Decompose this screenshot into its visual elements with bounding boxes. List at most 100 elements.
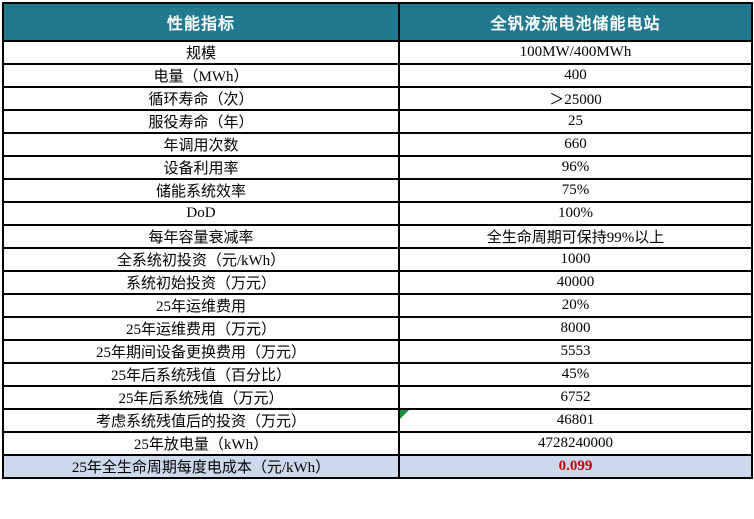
row-label: 规模 (185, 46, 216, 62)
row-value-cell[interactable]: 6752 (398, 385, 753, 410)
row-label: 全系统初投资（元/kWh） (116, 253, 286, 269)
row-label-cell[interactable]: 循环寿命（次） (2, 86, 400, 111)
table-body: 规模 100MW/400MWh 电量（MWh） 400 循环寿命（次） ＞250… (2, 40, 753, 479)
performance-table: 性能指标 全钒液流电池储能电站 规模 100MW/400MWh 电量（MWh） … (2, 2, 753, 479)
row-value-cell[interactable]: 96% (398, 155, 753, 180)
row-value: 40000 (556, 274, 595, 290)
row-label: 每年容量衰减率 (148, 230, 254, 246)
row-label: 25年期间设备更换费用（万元） (95, 345, 306, 361)
green-corner-marker-icon (401, 411, 409, 419)
row-label-cell[interactable]: 25年期间设备更换费用（万元） (2, 339, 400, 364)
row-label-cell[interactable]: 设备利用率 (2, 155, 400, 180)
row-value: ＞25000 (549, 92, 602, 108)
table-row: 25年后系统残值（百分比） 45% (2, 362, 753, 387)
row-label: 服役寿命（年） (148, 115, 254, 131)
row-label-cell[interactable]: 年调用次数 (2, 132, 400, 157)
row-label: 25年放电量（kWh） (133, 437, 269, 453)
row-label-cell[interactable]: 25年运维费用 (2, 293, 400, 318)
row-label: 25年全生命周期每度电成本（元/kWh） (71, 460, 331, 476)
row-value: 25 (568, 113, 583, 129)
row-label: 年调用次数 (163, 138, 239, 154)
row-value: 100% (558, 205, 593, 221)
table-row: 考虑系统残值后的投资（万元） 46801 (2, 408, 753, 433)
table-row: 25年运维费用 20% (2, 293, 753, 318)
row-value: 96% (561, 159, 590, 175)
table-row: 全系统初投资（元/kWh） 1000 (2, 247, 753, 272)
row-label: 系统初始投资（万元） (125, 276, 276, 292)
row-value: 46801 (556, 412, 595, 428)
row-value: 5553 (560, 343, 591, 359)
row-value: 660 (564, 136, 587, 152)
row-value-cell[interactable]: 40000 (398, 270, 753, 295)
row-label-cell[interactable]: 服役寿命（年） (2, 109, 400, 134)
row-value-cell[interactable]: 100% (398, 201, 753, 226)
row-value-cell[interactable]: 46801 (398, 408, 753, 433)
row-label-cell[interactable]: 25年全生命周期每度电成本（元/kWh） (2, 454, 400, 479)
table-row: 25年全生命周期每度电成本（元/kWh） 0.099 (2, 454, 753, 479)
table-row: 规模 100MW/400MWh (2, 40, 753, 65)
row-value: 400 (564, 67, 587, 83)
row-label: 考虑系统残值后的投资（万元） (95, 414, 306, 430)
table-row: 储能系统效率 75% (2, 178, 753, 203)
header-label-indicator: 性能指标 (166, 16, 235, 33)
header-row: 性能指标 全钒液流电池储能电站 (2, 2, 753, 42)
row-value: 4728240000 (538, 435, 613, 451)
row-label: 电量（MWh） (153, 69, 249, 85)
row-value-cell[interactable]: ＞25000 (398, 86, 753, 111)
row-label-cell[interactable]: 储能系统效率 (2, 178, 400, 203)
row-label-cell[interactable]: 规模 (2, 40, 400, 65)
table-row: 年调用次数 660 (2, 132, 753, 157)
row-value-cell[interactable]: 1000 (398, 247, 753, 272)
row-label-cell[interactable]: DoD (2, 201, 400, 226)
row-label-cell[interactable]: 考虑系统残值后的投资（万元） (2, 408, 400, 433)
header-cell-station[interactable]: 全钒液流电池储能电站 (398, 2, 753, 42)
row-value: 8000 (560, 320, 591, 336)
row-value-cell[interactable]: 25 (398, 109, 753, 134)
row-value-cell[interactable]: 45% (398, 362, 753, 387)
table-row: 服役寿命（年） 25 (2, 109, 753, 134)
row-label: 25年后系统残值（百分比） (110, 368, 291, 384)
table-row: 25年期间设备更换费用（万元） 5553 (2, 339, 753, 364)
row-label-cell[interactable]: 每年容量衰减率 (2, 224, 400, 249)
row-label-cell[interactable]: 系统初始投资（万元） (2, 270, 400, 295)
row-value: 45% (561, 366, 590, 382)
row-label-cell[interactable]: 25年后系统残值（万元） (2, 385, 400, 410)
row-label: 储能系统效率 (155, 184, 246, 200)
row-value-cell[interactable]: 4728240000 (398, 431, 753, 456)
row-value-cell[interactable]: 0.099 (398, 454, 753, 479)
row-label: DoD (186, 205, 216, 221)
table-row: DoD 100% (2, 201, 753, 226)
table-row: 系统初始投资（万元） 40000 (2, 270, 753, 295)
row-label-cell[interactable]: 25年后系统残值（百分比） (2, 362, 400, 387)
row-value-cell[interactable]: 75% (398, 178, 753, 203)
row-label-cell[interactable]: 电量（MWh） (2, 63, 400, 88)
row-value-cell[interactable]: 全生命周期可保持99%以上 (398, 224, 753, 249)
table-row: 25年后系统残值（万元） 6752 (2, 385, 753, 410)
table-row: 25年运维费用（万元） 8000 (2, 316, 753, 341)
row-value: 20% (561, 297, 590, 313)
row-label: 循环寿命（次） (148, 92, 254, 108)
header-cell-indicator[interactable]: 性能指标 (2, 2, 400, 42)
row-value: 75% (561, 182, 590, 198)
row-label: 设备利用率 (163, 161, 239, 177)
row-value: 全生命周期可保持99%以上 (486, 230, 665, 246)
table-row: 设备利用率 96% (2, 155, 753, 180)
row-value: 0.099 (558, 458, 593, 474)
row-value-cell[interactable]: 400 (398, 63, 753, 88)
row-value-cell[interactable]: 100MW/400MWh (398, 40, 753, 65)
row-label-cell[interactable]: 25年运维费用（万元） (2, 316, 400, 341)
table-row: 循环寿命（次） ＞25000 (2, 86, 753, 111)
performance-table-container: 性能指标 全钒液流电池储能电站 规模 100MW/400MWh 电量（MWh） … (2, 2, 753, 479)
row-label-cell[interactable]: 25年放电量（kWh） (2, 431, 400, 456)
row-value-cell[interactable]: 8000 (398, 316, 753, 341)
row-label: 25年运维费用（万元） (125, 322, 276, 338)
row-value-cell[interactable]: 20% (398, 293, 753, 318)
row-value: 6752 (560, 389, 591, 405)
row-value: 100MW/400MWh (519, 44, 632, 60)
table-row: 每年容量衰减率 全生命周期可保持99%以上 (2, 224, 753, 249)
row-label-cell[interactable]: 全系统初投资（元/kWh） (2, 247, 400, 272)
row-value-cell[interactable]: 660 (398, 132, 753, 157)
row-value-cell[interactable]: 5553 (398, 339, 753, 364)
row-label: 25年后系统残值（万元） (118, 391, 284, 407)
header-label-station: 全钒液流电池储能电站 (490, 16, 661, 33)
